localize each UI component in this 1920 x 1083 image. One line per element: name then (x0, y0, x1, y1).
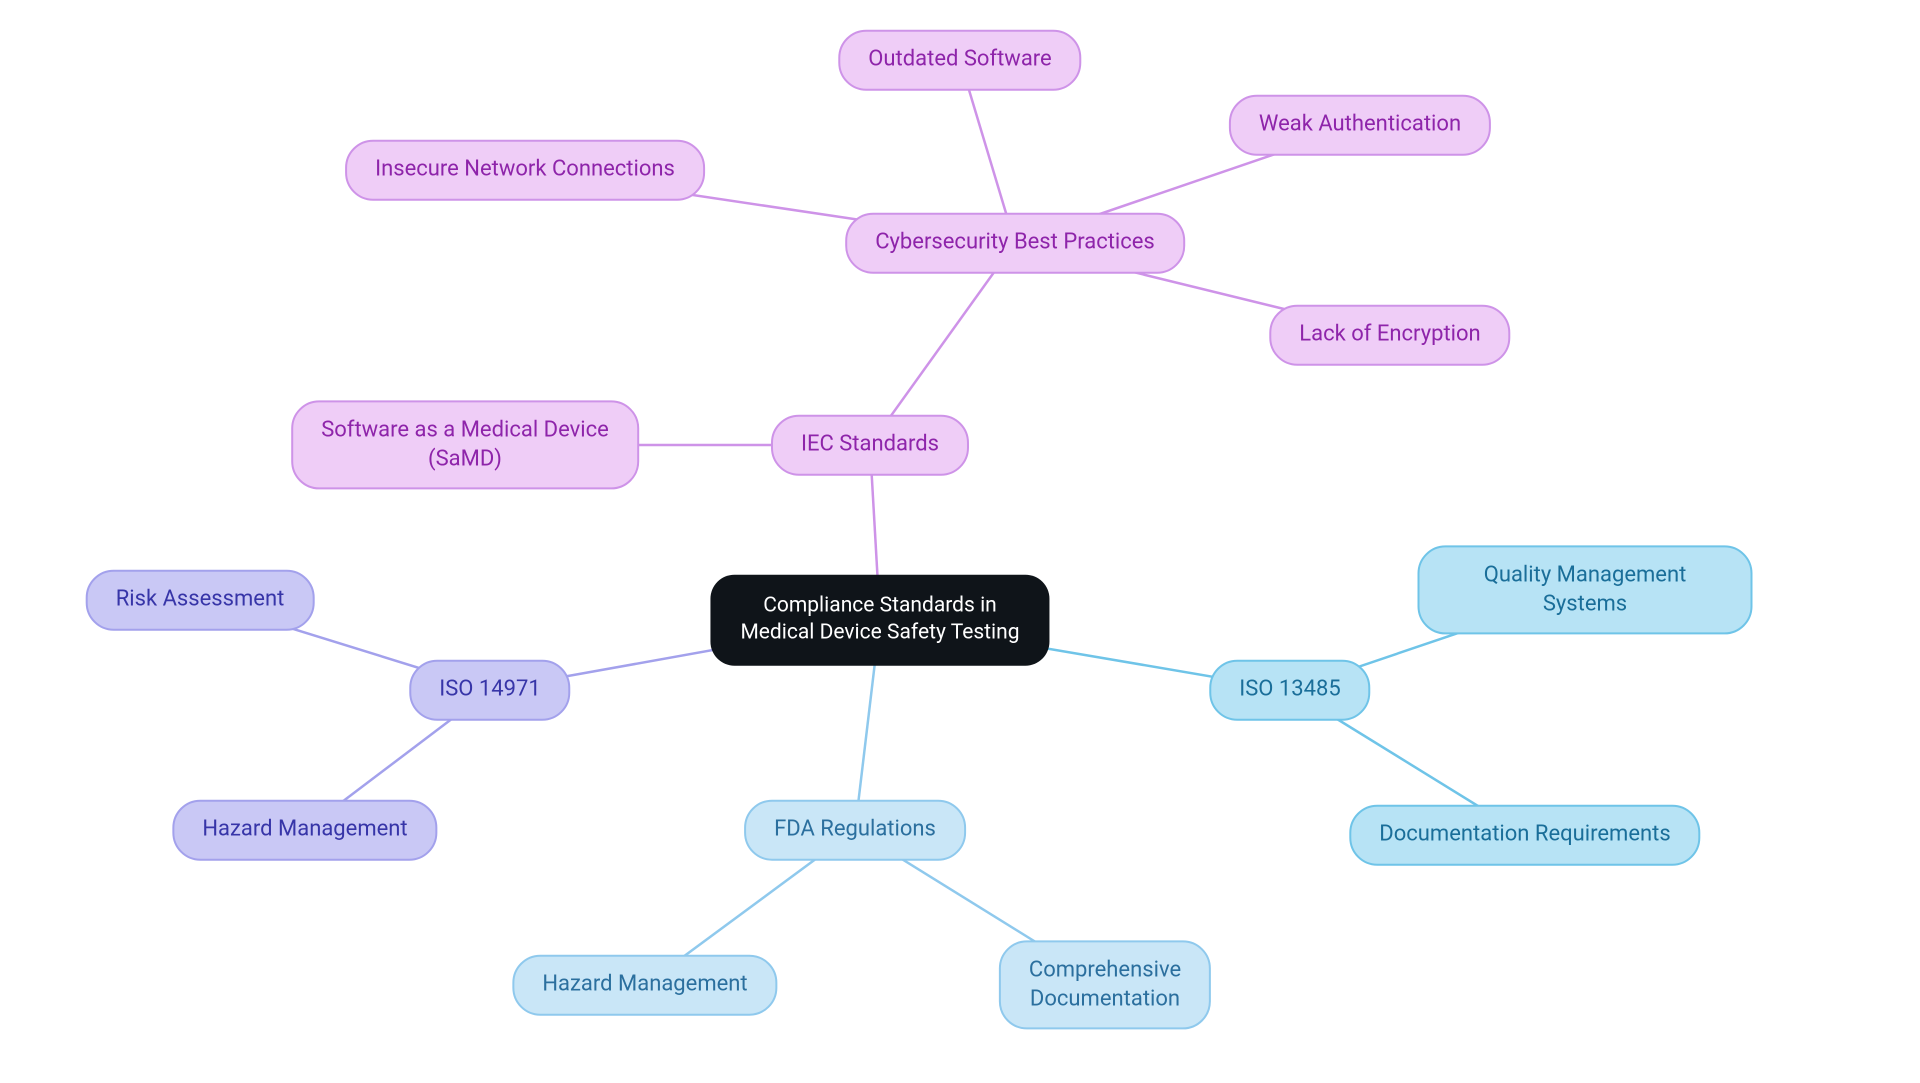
node-hazmgmt2: Hazard Management (512, 955, 777, 1016)
node-noenc: Lack of Encryption (1269, 305, 1510, 366)
node-label: ISO 14971 (439, 676, 540, 705)
node-label: Documentation Requirements (1379, 821, 1670, 850)
node-iec: IEC Standards (771, 415, 969, 476)
node-iso14971: ISO 14971 (409, 660, 570, 721)
node-label: IEC Standards (801, 431, 939, 460)
node-label: Lack of Encryption (1299, 321, 1480, 350)
node-outdated: Outdated Software (838, 30, 1081, 91)
node-hazmgmt1: Hazard Management (172, 800, 437, 861)
node-center: Compliance Standards in Medical Device S… (710, 575, 1049, 666)
node-label: Hazard Management (542, 971, 747, 1000)
node-risk: Risk Assessment (86, 570, 315, 631)
node-label: Quality Management Systems (1448, 561, 1723, 618)
node-label: Software as a Medical Device (SaMD) (321, 416, 609, 473)
node-label: Weak Authentication (1259, 111, 1461, 140)
node-iso13485: ISO 13485 (1209, 660, 1370, 721)
node-qms: Quality Management Systems (1418, 545, 1753, 634)
node-label: Cybersecurity Best Practices (875, 229, 1155, 258)
node-label: Comprehensive Documentation (1029, 956, 1181, 1013)
node-label: Hazard Management (202, 816, 407, 845)
node-label: Outdated Software (868, 46, 1051, 75)
node-label: FDA Regulations (774, 816, 936, 845)
node-docreq: Documentation Requirements (1349, 805, 1700, 866)
node-label: ISO 13485 (1239, 676, 1340, 705)
node-label: Compliance Standards in Medical Device S… (740, 593, 1019, 648)
diagram-canvas: Compliance Standards in Medical Device S… (0, 0, 1920, 1083)
node-label: Risk Assessment (116, 586, 285, 615)
node-compdoc: Comprehensive Documentation (999, 940, 1211, 1029)
node-samd: Software as a Medical Device (SaMD) (291, 400, 639, 489)
node-label: Insecure Network Connections (375, 156, 675, 185)
edges-layer (0, 0, 1920, 1083)
node-cyber: Cybersecurity Best Practices (845, 213, 1185, 274)
node-fda: FDA Regulations (744, 800, 966, 861)
node-insecure: Insecure Network Connections (345, 140, 705, 201)
node-weakauth: Weak Authentication (1229, 95, 1491, 156)
